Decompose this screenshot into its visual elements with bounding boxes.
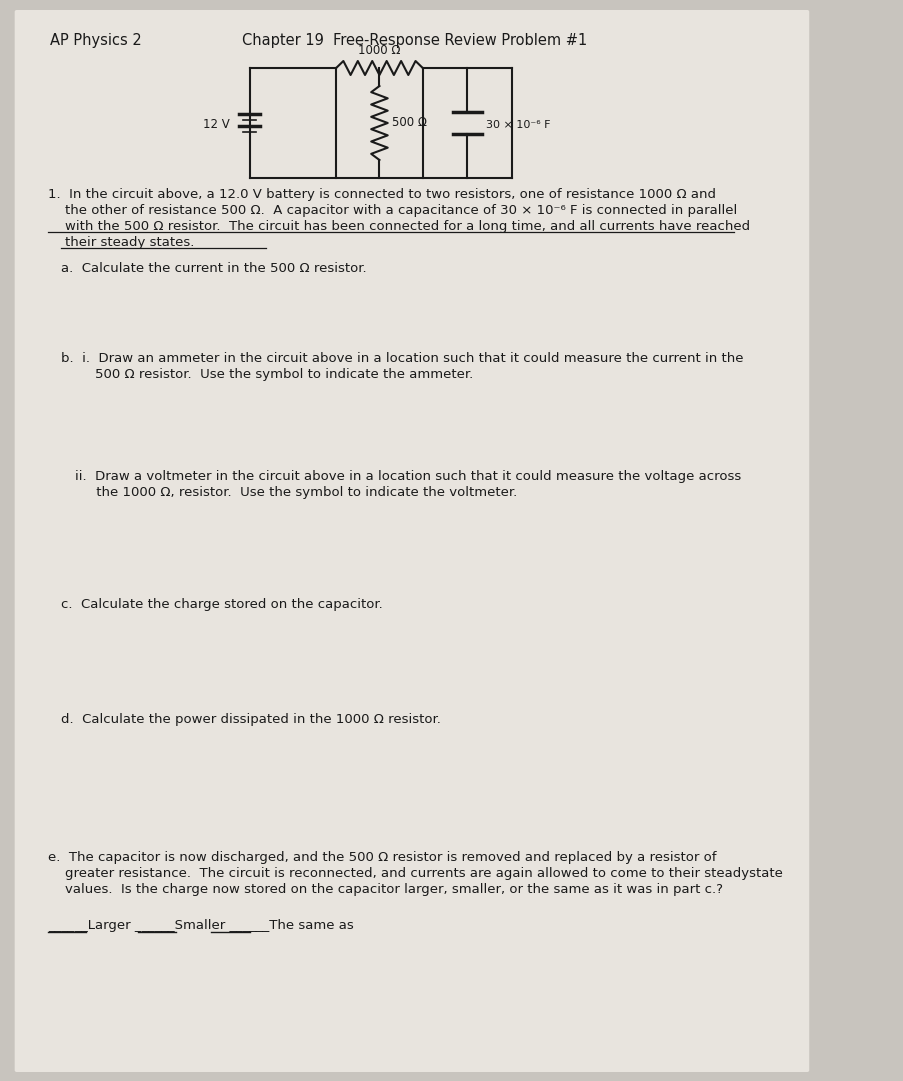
Text: the other of resistance 500 Ω.  A capacitor with a capacitance of 30 × 10⁻⁶ F is: the other of resistance 500 Ω. A capacit… [48,204,736,217]
Text: 1000 Ω: 1000 Ω [358,44,400,57]
Text: e.  The capacitor is now discharged, and the 500 Ω resistor is removed and repla: e. The capacitor is now discharged, and … [48,851,715,864]
Text: d.  Calculate the power dissipated in the 1000 Ω resistor.: d. Calculate the power dissipated in the… [61,713,440,726]
Text: 500 Ω resistor.  Use the symbol to indicate the ammeter.: 500 Ω resistor. Use the symbol to indica… [61,368,472,381]
Text: b.  i.  Draw an ammeter in the circuit above in a location such that it could me: b. i. Draw an ammeter in the circuit abo… [61,352,742,365]
Text: 500 Ω: 500 Ω [392,117,427,130]
Text: 1.  In the circuit above, a 12.0 V battery is connected to two resistors, one of: 1. In the circuit above, a 12.0 V batter… [48,188,715,201]
Text: ______Larger ______Smaller ______The same as: ______Larger ______Smaller ______The sam… [48,919,353,932]
Text: values.  Is the charge now stored on the capacitor larger, smaller, or the same : values. Is the charge now stored on the … [48,883,721,896]
Text: Chapter 19  Free-Response Review Problem #1: Chapter 19 Free-Response Review Problem … [242,34,587,48]
Text: the 1000 Ω, resistor.  Use the symbol to indicate the voltmeter.: the 1000 Ω, resistor. Use the symbol to … [75,486,517,499]
Text: ii.  Draw a voltmeter in the circuit above in a location such that it could meas: ii. Draw a voltmeter in the circuit abov… [75,470,740,483]
Text: AP Physics 2: AP Physics 2 [51,34,142,48]
FancyBboxPatch shape [14,10,808,1072]
Text: greater resistance.  The circuit is reconnected, and currents are again allowed : greater resistance. The circuit is recon… [48,867,782,880]
Text: with the 500 Ω resistor.  The circuit has been connected for a long time, and al: with the 500 Ω resistor. The circuit has… [48,221,749,233]
Text: c.  Calculate the charge stored on the capacitor.: c. Calculate the charge stored on the ca… [61,598,382,611]
Text: a.  Calculate the current in the 500 Ω resistor.: a. Calculate the current in the 500 Ω re… [61,262,366,275]
Text: their steady states.: their steady states. [48,236,194,249]
Text: 30 × 10⁻⁶ F: 30 × 10⁻⁶ F [485,120,550,130]
Text: 12 V: 12 V [202,119,229,132]
